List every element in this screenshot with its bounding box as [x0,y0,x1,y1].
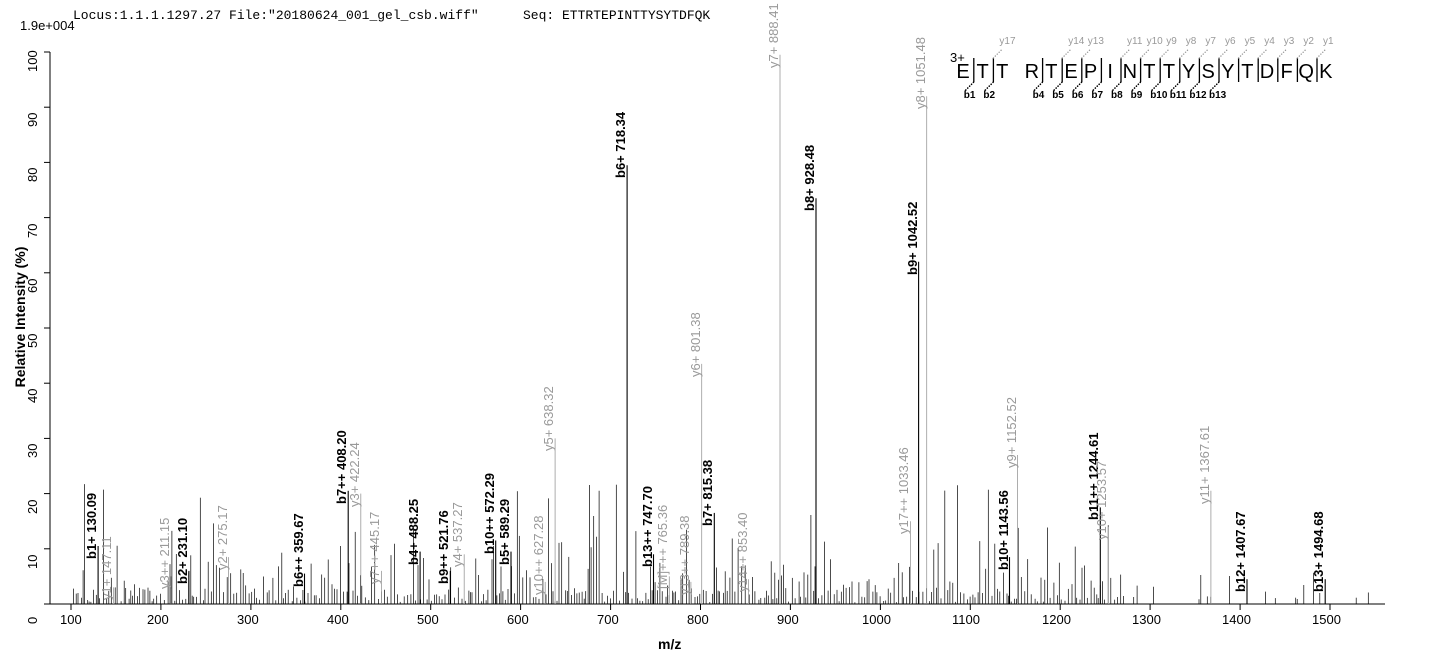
svg-text:P: P [1084,61,1097,83]
svg-text:T: T [1045,61,1057,83]
svg-text:F: F [1280,61,1292,83]
svg-text:T: T [1241,61,1253,83]
svg-text:T: T [976,61,988,83]
svg-text:D: D [1260,61,1274,83]
svg-text:S: S [1202,61,1215,83]
svg-text:K: K [1319,61,1333,83]
svg-text:N: N [1123,61,1137,83]
svg-text:Y: Y [1221,61,1234,83]
svg-text:T: T [996,61,1008,83]
svg-text:T: T [1163,61,1175,83]
svg-text:E: E [1064,61,1077,83]
svg-text:T: T [1143,61,1155,83]
svg-text:Q: Q [1298,61,1314,83]
svg-text:I: I [1107,61,1113,83]
svg-text:Y: Y [1182,61,1195,83]
svg-text:R: R [1025,61,1039,83]
